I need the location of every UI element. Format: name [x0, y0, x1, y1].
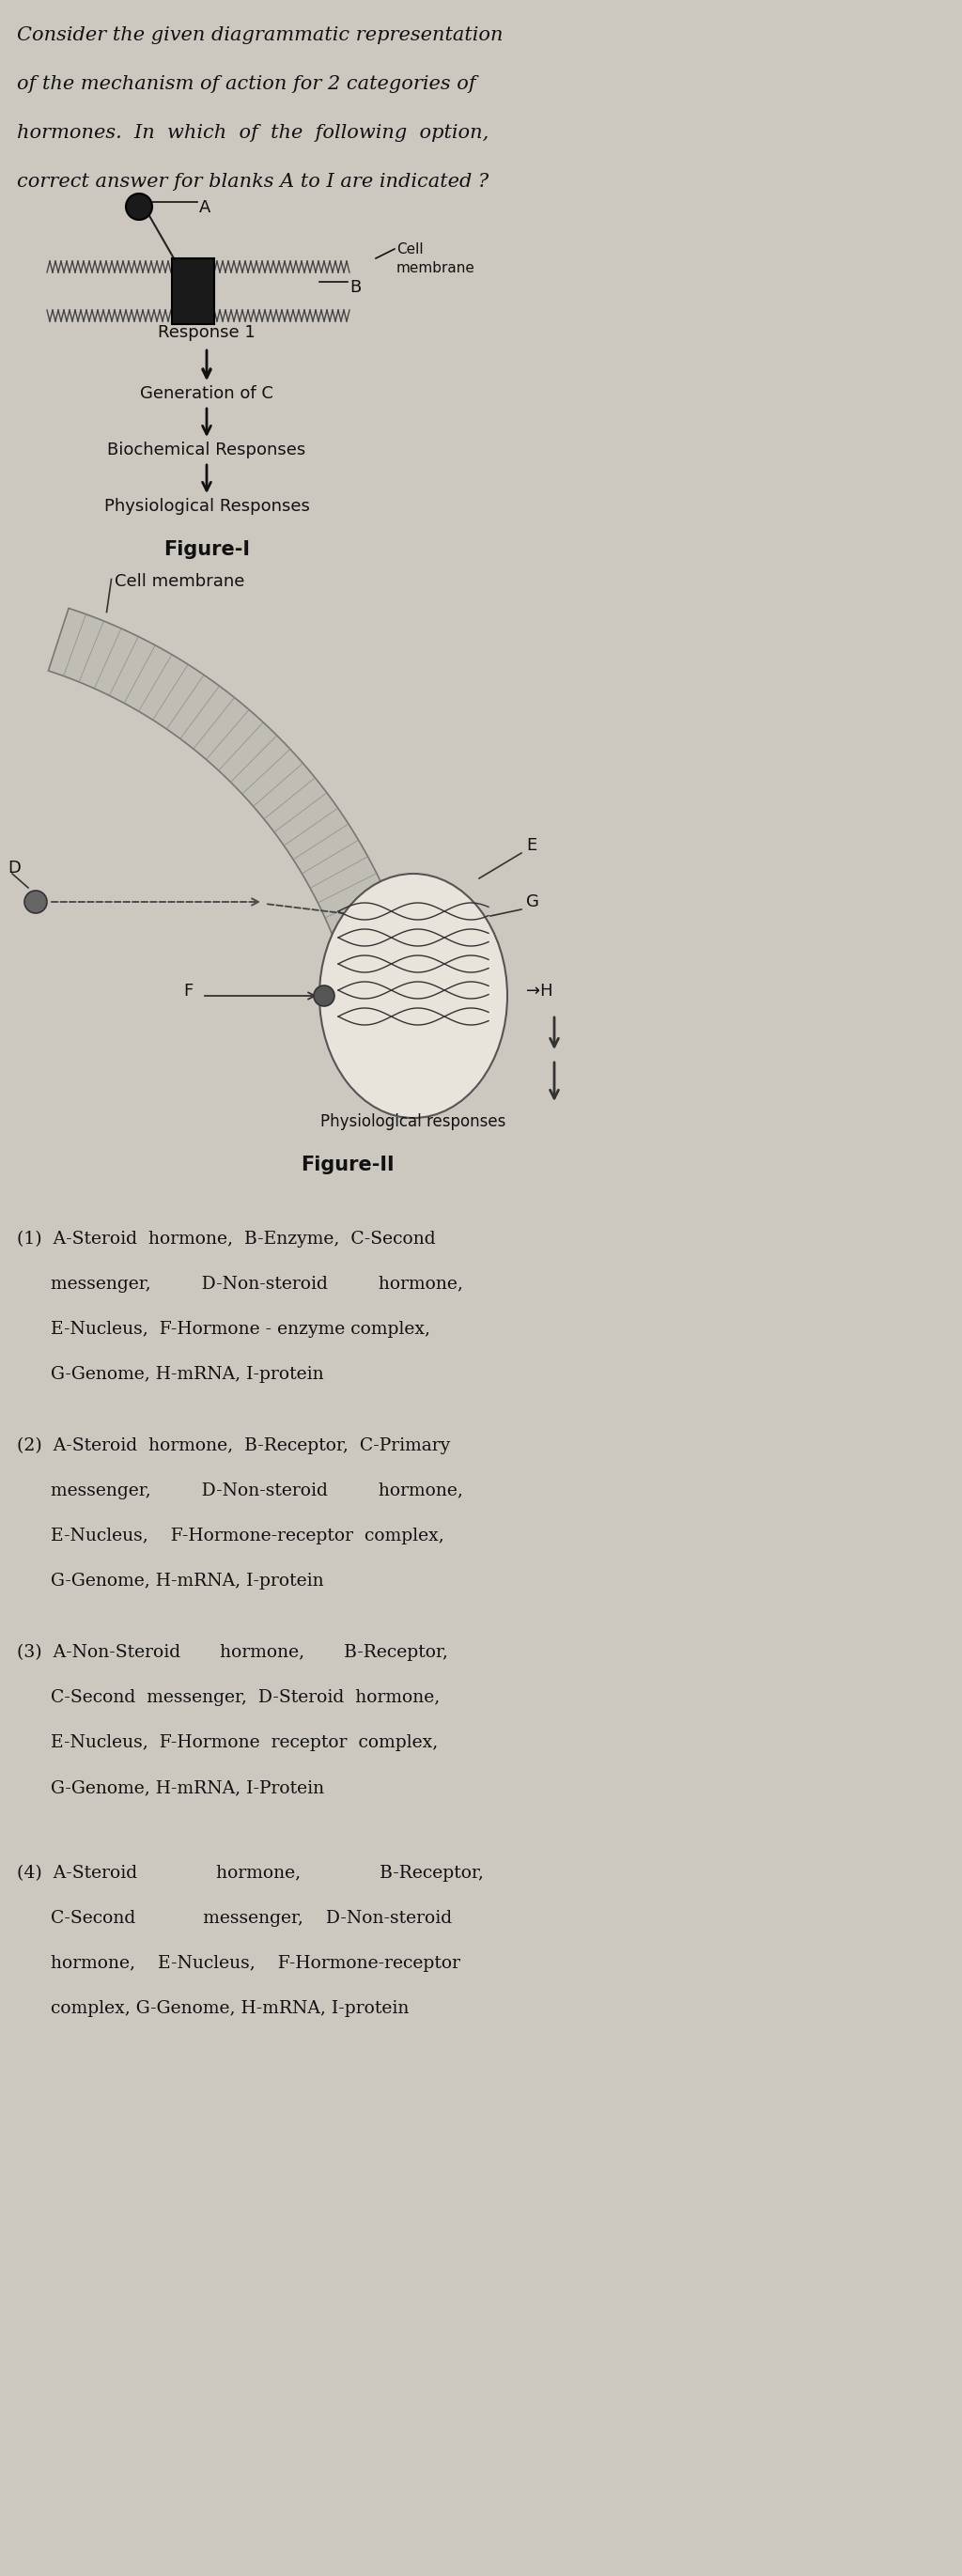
- Text: G-Genome, H-mRNA, I-protein: G-Genome, H-mRNA, I-protein: [17, 1365, 324, 1383]
- Text: Physiological Responses: Physiological Responses: [104, 497, 310, 515]
- Text: E-Nucleus,    F-Hormone-receptor  complex,: E-Nucleus, F-Hormone-receptor complex,: [17, 1528, 444, 1546]
- Circle shape: [126, 193, 152, 219]
- Text: B: B: [349, 278, 361, 296]
- Text: E-Nucleus,  F-Hormone  receptor  complex,: E-Nucleus, F-Hormone receptor complex,: [17, 1734, 438, 1752]
- Text: →H: →H: [526, 981, 553, 999]
- Text: (1)  A-Steroid  hormone,  B-Enzyme,  C-Second: (1) A-Steroid hormone, B-Enzyme, C-Secon…: [17, 1231, 436, 1247]
- Text: messenger,         D-Non-steroid         hormone,: messenger, D-Non-steroid hormone,: [17, 1481, 463, 1499]
- Text: C-Second            messenger,    D-Non-steroid: C-Second messenger, D-Non-steroid: [17, 1909, 452, 1927]
- Text: D: D: [8, 860, 20, 876]
- Polygon shape: [48, 608, 427, 1043]
- Text: (4)  A-Steroid              hormone,              B-Receptor,: (4) A-Steroid hormone, B-Receptor,: [17, 1865, 484, 1883]
- Text: membrane: membrane: [396, 260, 475, 276]
- Text: Generation of C: Generation of C: [140, 386, 273, 402]
- Text: Figure-II: Figure-II: [301, 1157, 394, 1175]
- Text: E: E: [526, 837, 537, 855]
- Text: Physiological responses: Physiological responses: [320, 1113, 506, 1131]
- Text: Figure-I: Figure-I: [164, 541, 250, 559]
- Text: Biochemical Responses: Biochemical Responses: [108, 440, 306, 459]
- Ellipse shape: [319, 873, 507, 1118]
- Text: of the mechanism of action for 2 categories of: of the mechanism of action for 2 categor…: [17, 75, 476, 93]
- Circle shape: [314, 987, 335, 1007]
- Text: Cell membrane: Cell membrane: [114, 572, 244, 590]
- Text: Cell: Cell: [396, 242, 423, 258]
- Text: C-Second  messenger,  D-Steroid  hormone,: C-Second messenger, D-Steroid hormone,: [17, 1690, 440, 1705]
- Text: hormones.  In  which  of  the  following  option,: hormones. In which of the following opti…: [17, 124, 489, 142]
- Text: correct answer for blanks A to I are indicated ?: correct answer for blanks A to I are ind…: [17, 173, 489, 191]
- Text: Consider the given diagrammatic representation: Consider the given diagrammatic represen…: [17, 26, 503, 44]
- Text: E-Nucleus,  F-Hormone - enzyme complex,: E-Nucleus, F-Hormone - enzyme complex,: [17, 1321, 430, 1337]
- Text: A: A: [199, 198, 211, 216]
- Text: F: F: [183, 981, 192, 999]
- Text: (2)  A-Steroid  hormone,  B-Receptor,  C-Primary: (2) A-Steroid hormone, B-Receptor, C-Pri…: [17, 1437, 450, 1455]
- Text: messenger,         D-Non-steroid         hormone,: messenger, D-Non-steroid hormone,: [17, 1275, 463, 1293]
- Text: G-Genome, H-mRNA, I-Protein: G-Genome, H-mRNA, I-Protein: [17, 1780, 324, 1795]
- Text: Response 1: Response 1: [158, 325, 256, 340]
- Text: hormone,    E-Nucleus,    F-Hormone-receptor: hormone, E-Nucleus, F-Hormone-receptor: [17, 1955, 461, 1971]
- Text: (3)  A-Non-Steroid       hormone,       B-Receptor,: (3) A-Non-Steroid hormone, B-Receptor,: [17, 1643, 448, 1662]
- Bar: [172, 258, 215, 325]
- Text: G-Genome, H-mRNA, I-protein: G-Genome, H-mRNA, I-protein: [17, 1574, 324, 1589]
- Text: complex, G-Genome, H-mRNA, I-protein: complex, G-Genome, H-mRNA, I-protein: [17, 1999, 409, 2017]
- Circle shape: [24, 891, 47, 912]
- Text: G: G: [526, 894, 539, 909]
